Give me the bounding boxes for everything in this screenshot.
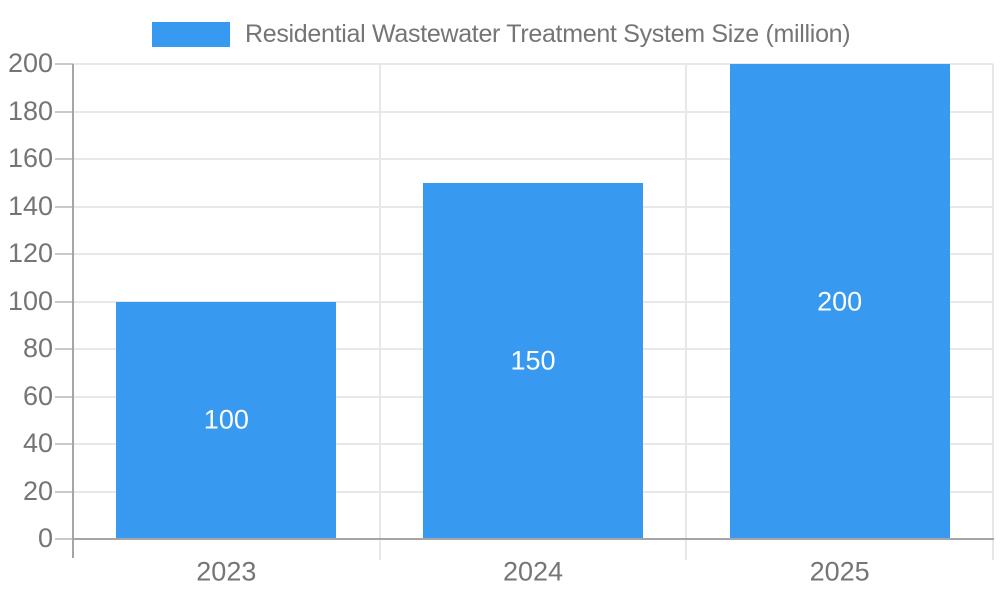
legend[interactable]: Residential Wastewater Treatment System …	[152, 20, 851, 49]
y-axis-tick	[55, 443, 73, 445]
y-grid-line	[73, 63, 993, 65]
y-axis-tick-label: 160	[7, 142, 53, 173]
y-axis-tick-label: 140	[7, 190, 53, 221]
y-axis-tick	[55, 110, 73, 113]
y-axis-tick	[55, 205, 73, 208]
category-separator	[992, 64, 994, 560]
y-axis-tick	[55, 300, 73, 303]
x-axis-tick-label: 2023	[196, 556, 257, 587]
bar[interactable]	[423, 182, 643, 539]
x-axis-tick-label: 2025	[809, 556, 870, 587]
y-axis-tick-label: 0	[37, 522, 53, 553]
y-grid-line	[73, 158, 993, 160]
bar[interactable]	[116, 301, 337, 539]
y-axis-tick-label: 120	[7, 237, 53, 268]
y-axis-line	[72, 64, 74, 558]
y-axis-tick-label: 100	[7, 285, 53, 316]
y-axis-tick-label: 200	[7, 47, 53, 78]
y-axis-tick	[55, 490, 73, 493]
bar-value-label: 150	[510, 345, 556, 376]
y-axis-tick	[55, 395, 73, 398]
x-axis-tick-label: 2024	[502, 556, 564, 587]
y-axis-tick-label: 60	[22, 380, 53, 411]
y-axis-tick	[55, 538, 73, 540]
legend-label: Residential Wastewater Treatment System …	[245, 20, 851, 48]
y-axis-tick-label: 180	[7, 95, 53, 126]
y-grid-line	[73, 110, 993, 113]
bar-value-label: 200	[817, 286, 863, 316]
x-axis-line	[72, 538, 994, 540]
y-axis-tick	[55, 348, 73, 350]
y-axis-tick-label: 80	[22, 332, 53, 363]
category-separator	[685, 64, 688, 560]
bar-value-label: 100	[203, 404, 249, 435]
y-axis-tick-label: 40	[22, 427, 53, 458]
y-axis-tick	[55, 253, 73, 255]
y-axis-tick	[55, 63, 73, 65]
legend-swatch	[152, 22, 230, 47]
bar[interactable]	[729, 64, 950, 539]
y-axis-tick	[55, 158, 73, 160]
category-separator	[378, 64, 381, 560]
y-axis-tick-label: 20	[22, 475, 53, 506]
